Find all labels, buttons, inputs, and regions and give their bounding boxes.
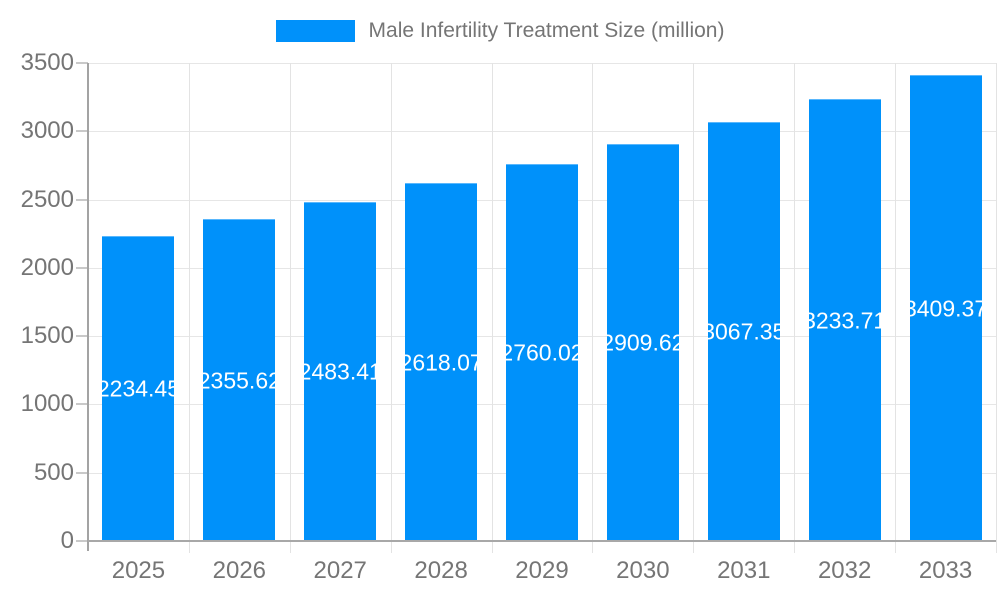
x-tick-label-2029: 2029 bbox=[515, 557, 569, 584]
v-gridline bbox=[693, 63, 695, 553]
x-tick-label-2028: 2028 bbox=[414, 557, 468, 584]
x-tick-label-2026: 2026 bbox=[212, 557, 267, 584]
x-axis-line bbox=[88, 540, 996, 542]
y-axis-tick bbox=[76, 335, 88, 338]
legend-label: Male Infertility Treatment Size (million… bbox=[368, 19, 725, 42]
x-tick-label-2030: 2030 bbox=[616, 557, 670, 584]
bar-value-label: 2483.41 bbox=[304, 358, 376, 385]
v-gridline bbox=[188, 63, 190, 553]
v-gridline bbox=[592, 63, 594, 553]
x-tick-label-2027: 2027 bbox=[313, 557, 367, 584]
y-tick-label: 1000 bbox=[20, 390, 74, 418]
bar-2026[interactable]: 2355.62 bbox=[203, 219, 276, 541]
bar-2025[interactable]: 2234.45 bbox=[102, 235, 175, 541]
y-axis-line bbox=[87, 63, 89, 551]
bar-2031[interactable]: 3067.35 bbox=[707, 122, 780, 541]
y-axis-tick bbox=[76, 130, 88, 133]
x-tick-label-2032: 2032 bbox=[817, 557, 872, 584]
y-tick-label: 500 bbox=[33, 458, 74, 486]
chart-legend[interactable]: Male Infertility Treatment Size (million… bbox=[0, 19, 1000, 43]
y-axis-tick bbox=[76, 540, 88, 542]
y-tick-label: 2000 bbox=[20, 253, 74, 281]
bar-2032[interactable]: 3233.71 bbox=[808, 99, 881, 541]
y-tick-label: 1500 bbox=[20, 322, 74, 350]
bar-2033[interactable]: 3409.37 bbox=[909, 75, 982, 541]
x-tick-label-2031: 2031 bbox=[717, 557, 771, 584]
y-axis-tick bbox=[76, 266, 88, 269]
bar-value-label: 3409.37 bbox=[910, 295, 982, 322]
bar-2029[interactable]: 2760.02 bbox=[506, 164, 578, 541]
y-tick-label: 3500 bbox=[20, 49, 74, 76]
v-gridline bbox=[794, 63, 796, 553]
y-tick-label: 3000 bbox=[20, 117, 74, 145]
bar-2027[interactable]: 2483.41 bbox=[304, 201, 377, 541]
y-axis-tick bbox=[76, 62, 88, 64]
y-axis-tick bbox=[76, 403, 88, 406]
y-tick-label: 0 bbox=[60, 527, 74, 554]
bar-value-label: 2355.62 bbox=[203, 367, 275, 394]
y-axis-tick bbox=[76, 471, 88, 474]
x-tick-label-2033: 2033 bbox=[918, 557, 973, 584]
v-gridline bbox=[390, 63, 392, 553]
h-gridline bbox=[88, 131, 996, 133]
bar-value-label: 2760.02 bbox=[506, 339, 578, 366]
v-gridline bbox=[491, 63, 493, 553]
bar-value-label: 2909.62 bbox=[607, 329, 679, 356]
bar-value-label: 2618.07 bbox=[405, 349, 477, 376]
legend-swatch bbox=[275, 20, 355, 42]
v-gridline bbox=[895, 63, 897, 553]
v-gridline bbox=[996, 63, 997, 553]
bar-2028[interactable]: 2618.07 bbox=[405, 183, 478, 541]
v-gridline bbox=[289, 63, 291, 553]
bar-value-label: 3233.71 bbox=[809, 307, 881, 334]
bar-value-label: 3067.35 bbox=[708, 318, 780, 345]
y-tick-label: 2500 bbox=[20, 185, 74, 213]
y-axis-tick bbox=[76, 198, 88, 201]
x-tick-label-2025: 2025 bbox=[111, 557, 166, 584]
h-gridline bbox=[88, 63, 996, 64]
bar-2030[interactable]: 2909.62 bbox=[606, 143, 679, 541]
bar-value-label: 2234.45 bbox=[102, 375, 174, 402]
